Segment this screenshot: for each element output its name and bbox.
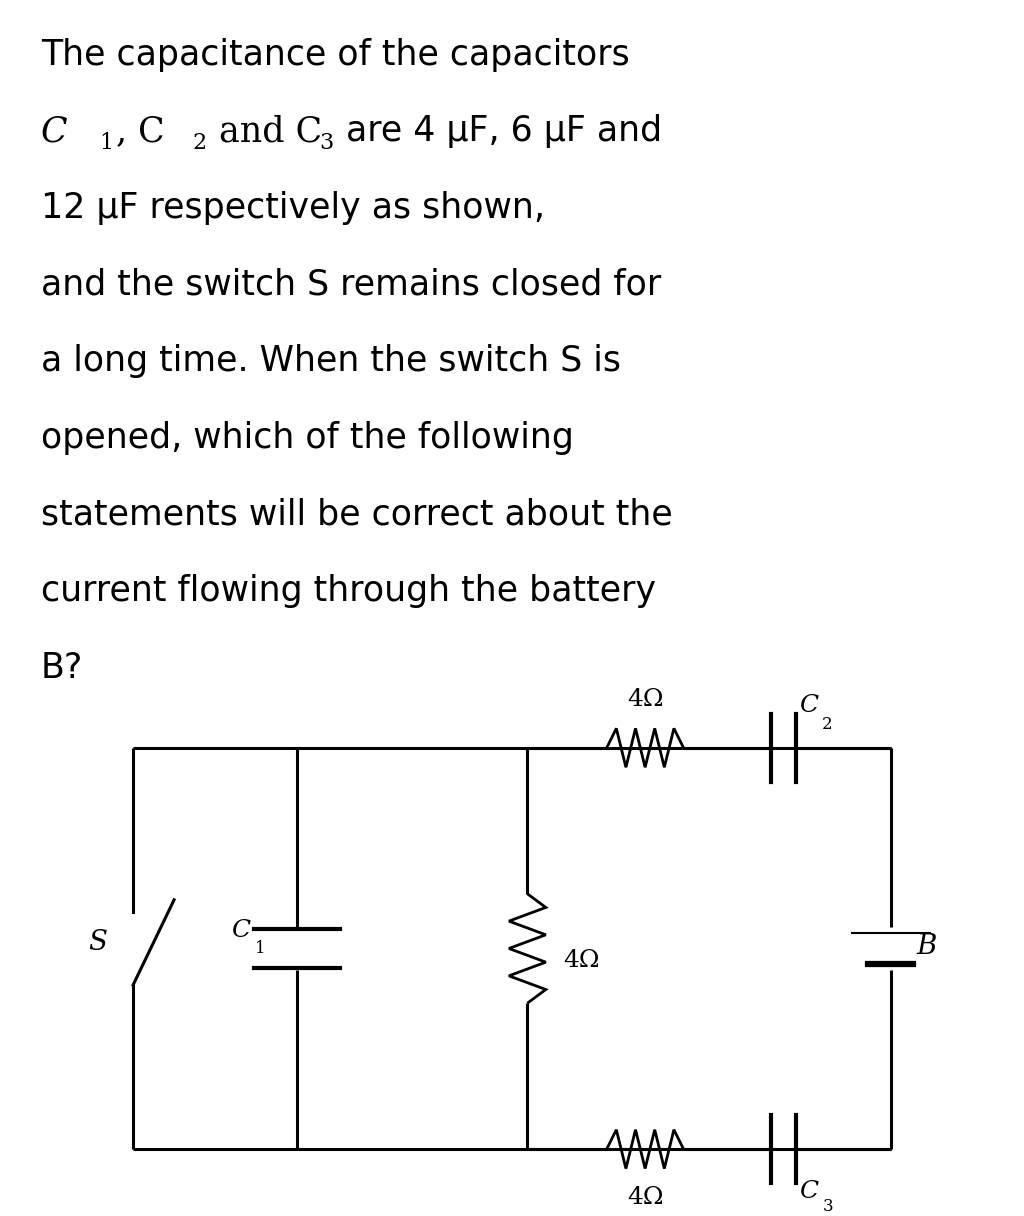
Text: statements will be correct about the: statements will be correct about the	[41, 497, 673, 531]
Text: 4Ω: 4Ω	[627, 1186, 664, 1209]
Text: S: S	[88, 929, 108, 956]
Text: 1: 1	[255, 940, 265, 957]
Text: and C: and C	[208, 114, 322, 148]
Text: C: C	[41, 114, 68, 148]
Text: current flowing through the battery: current flowing through the battery	[41, 574, 656, 608]
Text: are 4 μF, 6 μF and: are 4 μF, 6 μF and	[335, 114, 662, 148]
Text: C: C	[231, 919, 250, 941]
Text: 4Ω: 4Ω	[627, 688, 664, 711]
Text: B: B	[916, 933, 937, 959]
Text: C: C	[799, 694, 818, 717]
Text: opened, which of the following: opened, which of the following	[41, 421, 573, 455]
Text: C: C	[799, 1180, 818, 1203]
Text: 3: 3	[319, 133, 334, 154]
Text: a long time. When the switch S is: a long time. When the switch S is	[41, 344, 621, 378]
Text: , C: , C	[116, 114, 164, 148]
Text: The capacitance of the capacitors: The capacitance of the capacitors	[41, 38, 630, 72]
Text: 3: 3	[822, 1198, 833, 1215]
Text: B?: B?	[41, 651, 83, 685]
Text: 2: 2	[822, 716, 833, 733]
Text: 12 μF respectively as shown,: 12 μF respectively as shown,	[41, 191, 545, 225]
Text: 2: 2	[193, 133, 207, 154]
Text: and the switch S remains closed for: and the switch S remains closed for	[41, 268, 662, 302]
Text: 1: 1	[99, 133, 114, 154]
Text: 4Ω: 4Ω	[563, 950, 600, 972]
